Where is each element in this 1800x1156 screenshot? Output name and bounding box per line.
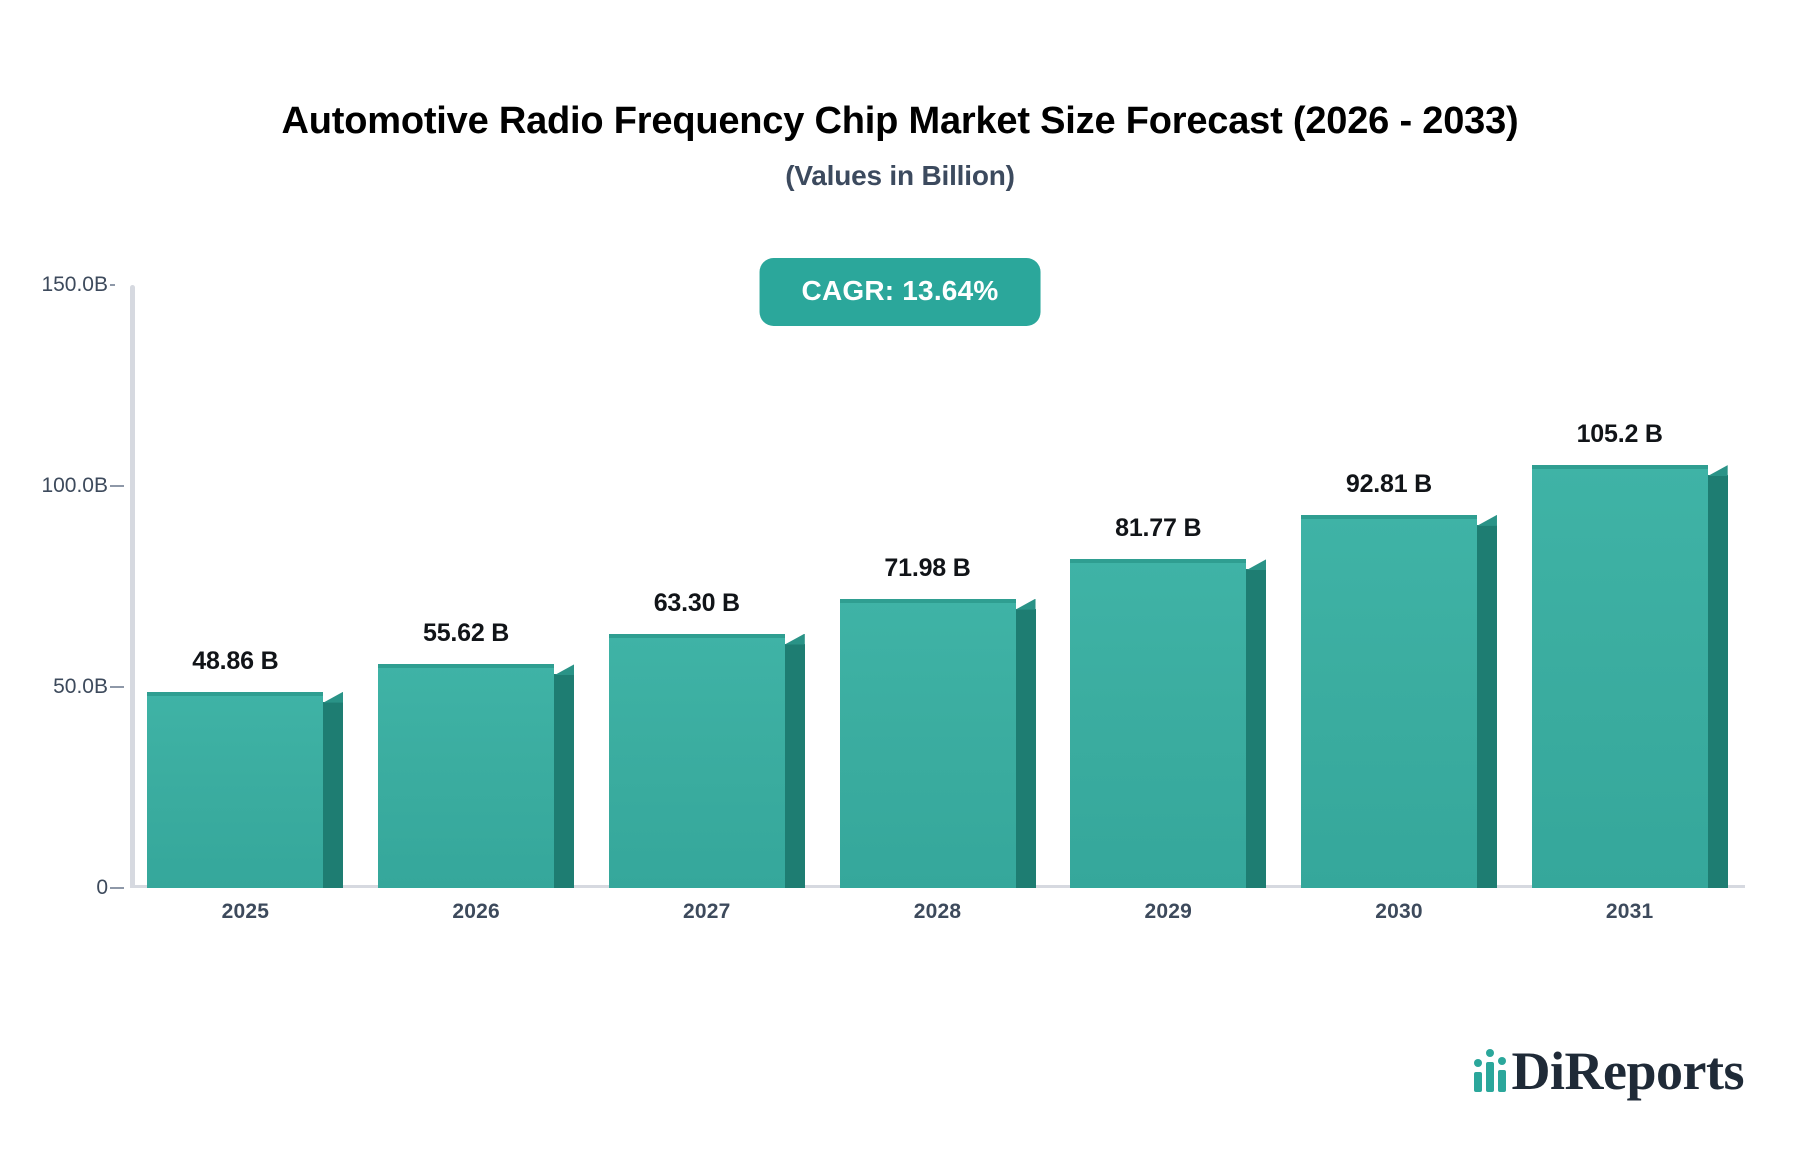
x-axis-tick-label: 2025 <box>221 900 270 923</box>
logo-dot-1 <box>1473 1059 1482 1067</box>
x-axis-tick-label: 2030 <box>1375 900 1423 923</box>
bar[interactable]: 55.62 B <box>378 619 575 888</box>
bar-value-label: 71.98 B <box>884 553 971 582</box>
bar-value-label: 81.77 B <box>1115 514 1202 543</box>
logo-text: DiReports <box>1511 1041 1745 1101</box>
logo-dot-3 <box>1497 1057 1506 1065</box>
bar-top-face <box>1015 598 1036 610</box>
bar-slot: 105.2 B <box>1514 285 1745 888</box>
x-axis-labels: 2025 2026 2027 2028 2029 2030 2031 <box>130 900 1745 924</box>
page-title: Automotive Radio Frequency Chip Market S… <box>281 100 1519 142</box>
bar-slot: 92.81 B <box>1284 285 1515 888</box>
bar-group[interactable]: 55.62 B <box>378 619 575 888</box>
bar-group[interactable]: 71.98 B <box>839 554 1036 888</box>
bar-top-face <box>784 633 805 645</box>
bar-slot: 48.86 B <box>130 285 361 888</box>
plot-area: 48.86 B 55.62 B 63.30 B 71.98 B 81.77 B 92.81… <box>130 285 1745 888</box>
x-axis-tick-label: 2031 <box>1605 900 1654 923</box>
bar-value-label: 48.86 B <box>192 646 279 675</box>
bar-group[interactable]: 105.2 B <box>1531 420 1728 888</box>
bar-top-face <box>1707 465 1728 477</box>
bar-top-face <box>554 664 575 676</box>
y-axis-tick-label: 50.0B <box>53 675 108 698</box>
bar[interactable]: 81.77 B <box>1070 514 1267 888</box>
x-axis-tick-label: 2026 <box>452 900 500 923</box>
y-axis-tick-label: 150.0B <box>41 273 108 296</box>
x-axis-tick-label: 2027 <box>683 900 731 923</box>
bar-top-edge <box>378 664 555 669</box>
bar-top-edge <box>1531 465 1708 470</box>
x-axis-tick-label: 2028 <box>913 900 962 923</box>
logo-bar-1 <box>1473 1059 1482 1092</box>
x-axis-tick-label: 2029 <box>1144 900 1192 923</box>
y-axis-tick-mark <box>110 485 124 487</box>
bar-slot: 55.62 B <box>361 285 592 888</box>
logo-bar-3 <box>1497 1057 1506 1092</box>
bar-slot: 81.77 B <box>1053 285 1284 888</box>
bar-slot: 63.30 B <box>591 285 822 888</box>
bar-top-edge <box>1300 514 1477 519</box>
y-axis-tick-label: 0 <box>96 876 108 899</box>
bar-side-face <box>323 701 344 888</box>
y-axis-line <box>130 285 135 888</box>
bar[interactable]: 48.86 B <box>147 647 344 888</box>
bar-group[interactable]: 63.30 B <box>608 589 805 888</box>
chart-subtitle: (Values in Billion) <box>785 159 1015 191</box>
bar-group[interactable]: 92.81 B <box>1300 470 1497 888</box>
bar-side-face <box>1707 475 1728 888</box>
cagr-badge: CAGR: 13.64% <box>759 258 1041 326</box>
bar[interactable]: 92.81 B <box>1300 470 1497 888</box>
bar-side-face <box>554 674 575 888</box>
bar[interactable]: 71.98 B <box>839 554 1036 888</box>
brand-logo: DiReports <box>1473 1041 1745 1101</box>
bar-value-label: 63.30 B <box>653 588 740 617</box>
bar-top-face <box>1246 559 1267 571</box>
bar-group[interactable]: 81.77 B <box>1070 514 1267 888</box>
title-block: Automotive Radio Frequency Chip Market S… <box>0 100 1800 192</box>
logo-dot-2 <box>1485 1049 1494 1057</box>
bar-top-edge <box>608 633 785 638</box>
bar-side-face <box>784 643 805 888</box>
y-axis-labels: 150.0B 100.0B 50.0B 0 <box>0 273 108 899</box>
y-axis-tick-mark <box>110 284 115 286</box>
bar-value-label: 92.81 B <box>1345 469 1433 498</box>
logo-bar-2 <box>1485 1049 1494 1092</box>
y-axis-tick-mark <box>110 686 124 688</box>
y-axis-tick-mark <box>110 887 124 889</box>
bar-top-edge <box>1070 559 1247 564</box>
bar-chart-icon <box>1473 1049 1506 1098</box>
bar[interactable]: 105.2 B <box>1531 420 1728 888</box>
y-axis-tick-label: 100.0B <box>41 474 108 497</box>
bar-series: 48.86 B 55.62 B 63.30 B 71.98 B 81.77 B 92.81… <box>130 285 1745 888</box>
bar-value-label: 55.62 B <box>422 619 510 648</box>
bar-slot: 71.98 B <box>822 285 1053 888</box>
bar-group[interactable]: 48.86 B <box>147 647 344 888</box>
bar-side-face <box>1015 608 1036 888</box>
bar-side-face <box>1246 569 1267 888</box>
bar-top-face <box>323 691 344 703</box>
bar-top-edge <box>839 598 1016 603</box>
bar-value-label: 105.2 B <box>1576 420 1663 449</box>
bar-top-edge <box>147 691 324 696</box>
bar-top-face <box>1476 514 1497 526</box>
bar[interactable]: 63.30 B <box>608 589 805 888</box>
bar-side-face <box>1476 524 1497 888</box>
